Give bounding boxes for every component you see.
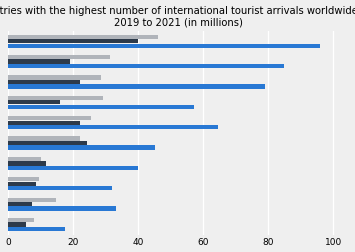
Bar [9, 227, 65, 231]
Bar [9, 223, 26, 227]
Bar [9, 44, 320, 49]
Bar [9, 182, 36, 186]
Bar [9, 207, 116, 211]
Bar [9, 81, 80, 85]
Bar [9, 105, 193, 110]
Bar [9, 166, 138, 170]
Bar [9, 125, 218, 130]
Bar [9, 85, 265, 89]
Bar [9, 56, 110, 60]
Bar [9, 40, 138, 44]
Bar [9, 146, 154, 150]
Bar [9, 162, 46, 166]
Bar [9, 186, 113, 191]
Title: Countries with the highest number of international tourist arrivals worldwide fr: Countries with the highest number of int… [0, 6, 355, 27]
Bar [9, 117, 91, 121]
Bar [9, 76, 101, 80]
Bar [9, 121, 80, 125]
Bar [9, 218, 34, 222]
Bar [9, 60, 70, 65]
Bar [9, 141, 87, 146]
Bar [9, 198, 55, 202]
Bar [9, 177, 39, 182]
Bar [9, 101, 60, 105]
Bar [9, 96, 103, 101]
Bar [9, 65, 284, 69]
Bar [9, 137, 80, 141]
Bar [9, 157, 41, 162]
Bar [9, 202, 32, 206]
Bar [9, 36, 158, 40]
